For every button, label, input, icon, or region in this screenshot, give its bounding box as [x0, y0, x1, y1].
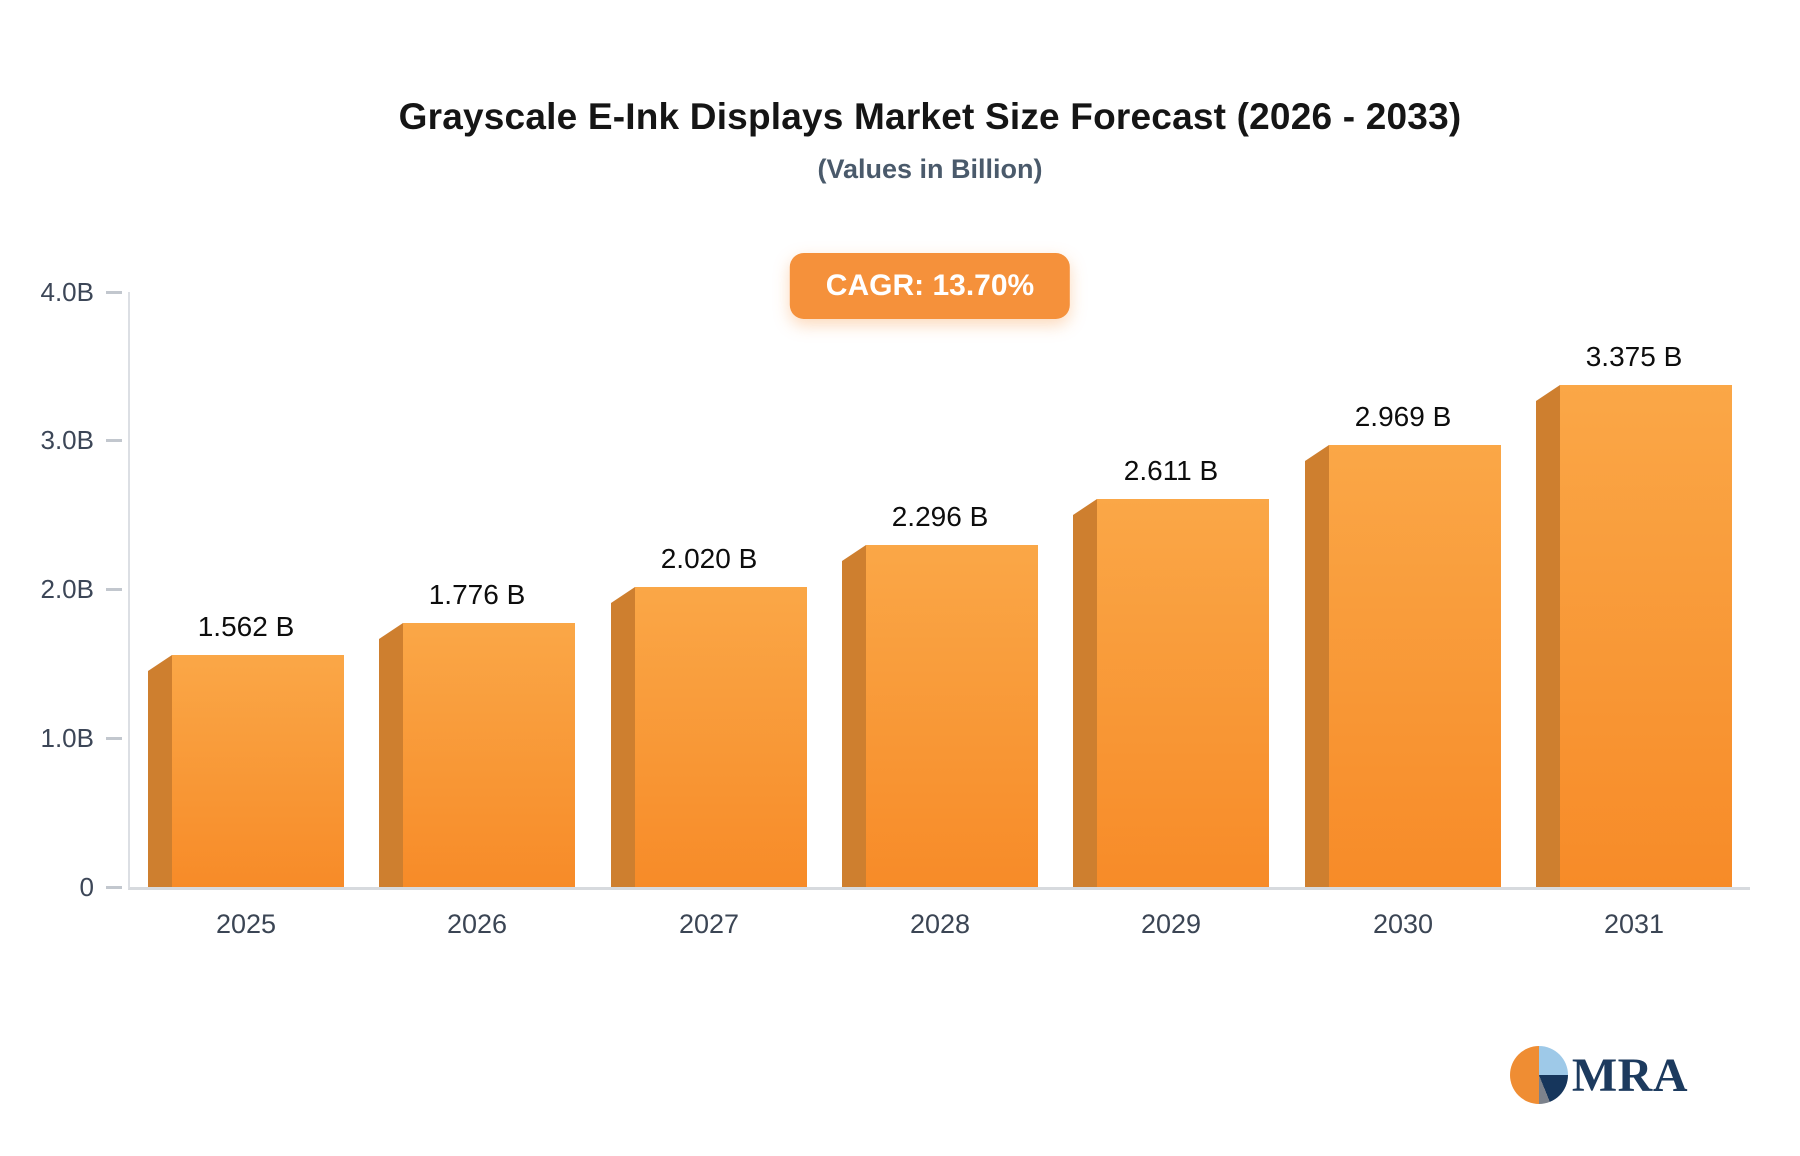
bar-2026: 1.776 B 2026	[379, 579, 575, 939]
bar-value-label: 2.296 B	[891, 501, 989, 532]
y-axis-tick: 4.0B	[0, 276, 126, 308]
bar-value-label: 3.375 B	[1585, 341, 1683, 372]
bar-value-label: 2.611 B	[1123, 455, 1219, 486]
mra-logo: MRA	[1509, 1046, 1688, 1104]
y-axis-tick-label: 3.0B	[40, 425, 95, 456]
x-axis-label: 2026	[446, 909, 508, 939]
bar-side-face	[1073, 499, 1097, 887]
bar-side-face	[148, 655, 172, 887]
bar-side-face	[1305, 445, 1329, 887]
bar-front-face	[635, 587, 807, 887]
bar-2028: 2.296 B 2028	[842, 501, 1038, 939]
bar-value-label: 2.969 B	[1354, 401, 1452, 432]
bar-side-face	[842, 545, 866, 887]
y-axis-tick: 0	[0, 871, 126, 903]
bar-front-face	[866, 545, 1038, 887]
bar-value-label: 1.562 B	[197, 611, 295, 642]
mra-logo-text: MRA	[1571, 1048, 1688, 1102]
y-axis-tick-label: 0	[79, 871, 94, 902]
y-axis-tick-label: 2.0B	[40, 574, 95, 604]
pie-chart-icon	[1509, 1046, 1568, 1104]
bar-front-face	[1329, 445, 1501, 887]
plot-area: 1.562 B 2025 1.776 B 2026 2.020 B 2027 2.296 B…	[128, 292, 1750, 939]
bar-2029: 2.611 B 2029	[1073, 455, 1269, 939]
cagr-badge: CAGR: 13.70%	[789, 253, 1071, 319]
x-axis-label: 2028	[909, 909, 971, 939]
chart-title: Grayscale E-Ink Displays Market Size For…	[398, 96, 1462, 137]
bar-2025: 1.562 B 2025	[148, 611, 344, 939]
y-axis-tick-mark	[106, 736, 122, 740]
y-axis-tick-label: 4.0B	[40, 276, 95, 307]
y-axis-tick-mark	[106, 885, 122, 889]
chart-subtitle: (Values in Billion)	[817, 154, 1043, 184]
bar-side-face	[379, 623, 403, 887]
x-axis-label: 2030	[1372, 909, 1434, 939]
x-axis-label: 2027	[678, 909, 740, 939]
y-axis-tick: 1.0B	[0, 722, 126, 754]
x-axis-label: 2025	[215, 909, 277, 939]
x-axis-label: 2031	[1603, 909, 1665, 939]
chart-header: Grayscale E-Ink Displays Market Size For…	[60, 96, 1800, 185]
bar-side-face	[1536, 385, 1560, 887]
bar-2027: 2.020 B 2027	[611, 543, 807, 939]
bar-side-face	[611, 587, 635, 887]
bar-front-face	[1560, 385, 1732, 887]
y-axis-tick-mark	[106, 290, 122, 294]
y-axis-tick-label: 1.0B	[40, 722, 95, 753]
bar-front-face	[1097, 499, 1269, 887]
bar-front-face	[403, 623, 575, 887]
y-axis-tick-mark	[106, 588, 122, 591]
y-axis-tick: 2.0B	[0, 574, 126, 606]
y-axis-tick-mark	[106, 439, 122, 443]
y-axis-tick: 3.0B	[0, 425, 126, 457]
bar-value-label: 2.020 B	[660, 543, 758, 574]
bar-value-label: 1.776 B	[428, 579, 526, 610]
bar-2031: 3.375 B 2031	[1536, 341, 1732, 939]
y-axis: 0 1.0B 2.0B 3.0B 4.0B	[0, 277, 126, 902]
bar-front-face	[172, 655, 344, 887]
bar-2030: 2.969 B 2030	[1305, 401, 1501, 939]
x-axis-label: 2029	[1140, 909, 1202, 939]
